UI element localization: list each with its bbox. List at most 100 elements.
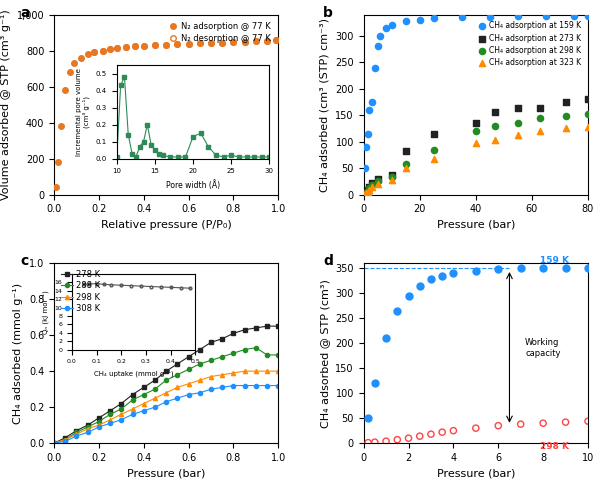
- Line: 308 K: 308 K: [52, 383, 280, 445]
- 288 K: [196, 361, 203, 367]
- Line: N₂ desorption @ 77 K: N₂ desorption @ 77 K: [92, 37, 279, 55]
- CH₄ adsorption at 159 K: [363, 130, 373, 138]
- 288 K: [129, 397, 136, 403]
- 278 K: [208, 339, 215, 345]
- 308 K: [241, 383, 248, 389]
- CH₄ adsorption at 323 K: [471, 139, 481, 147]
- 298 K: [50, 440, 58, 446]
- 288 K: [163, 377, 170, 383]
- Legend: 278 K, 288 K, 298 K, 308 K: 278 K, 288 K, 298 K, 308 K: [58, 267, 103, 316]
- 308 K: [253, 383, 260, 389]
- 298 K: [106, 417, 113, 423]
- 308 K: [174, 395, 181, 401]
- CH₄ adsorption at 273 K: [561, 98, 571, 106]
- 278 K: [185, 354, 192, 360]
- Line: 278 K: 278 K: [52, 324, 280, 445]
- Point: [583, 417, 593, 425]
- CH₄ adsorption at 159 K: [415, 16, 425, 24]
- Point: [561, 264, 571, 272]
- X-axis label: Pressure (bar): Pressure (bar): [437, 468, 515, 478]
- 298 K: [73, 431, 80, 437]
- Text: 298 K: 298 K: [540, 442, 569, 451]
- N₂ desorption @ 77 K: [174, 41, 181, 47]
- CH₄ adsorption at 298 K: [401, 161, 410, 169]
- CH₄ adsorption at 298 K: [362, 188, 371, 196]
- N₂ adsorption @ 77 K: [53, 184, 60, 189]
- N₂ desorption @ 77 K: [122, 44, 130, 50]
- 298 K: [230, 370, 237, 376]
- N₂ desorption @ 77 K: [230, 39, 237, 45]
- 278 K: [241, 327, 248, 333]
- CH₄ adsorption at 323 K: [363, 188, 373, 196]
- CH₄ adsorption at 323 K: [536, 127, 545, 135]
- Text: c: c: [20, 254, 29, 268]
- N₂ desorption @ 77 K: [241, 38, 248, 44]
- CH₄ adsorption at 159 K: [381, 24, 391, 32]
- N₂ desorption @ 77 K: [196, 40, 203, 46]
- 278 K: [95, 415, 103, 421]
- 298 K: [208, 374, 215, 379]
- CH₄ adsorption at 323 K: [367, 183, 377, 190]
- CH₄ adsorption at 159 K: [583, 12, 593, 20]
- Text: 159 K: 159 K: [540, 256, 569, 264]
- CH₄ adsorption at 159 K: [457, 13, 467, 21]
- Y-axis label: CH₄ adsorbed (cm³ (STP) cm⁻³): CH₄ adsorbed (cm³ (STP) cm⁻³): [320, 18, 330, 192]
- Y-axis label: CH₄ adsorbed @ STP (cm³): CH₄ adsorbed @ STP (cm³): [320, 279, 330, 428]
- Point: [370, 379, 380, 387]
- N₂ adsorption @ 77 K: [241, 38, 248, 44]
- 308 K: [73, 433, 80, 439]
- Point: [370, 438, 380, 446]
- CH₄ adsorption at 323 K: [583, 123, 593, 131]
- Point: [426, 431, 436, 438]
- CH₄ adsorption at 273 K: [362, 188, 371, 196]
- CH₄ adsorption at 298 K: [561, 112, 571, 120]
- Point: [426, 275, 436, 283]
- 278 K: [73, 428, 80, 433]
- N₂ adsorption @ 77 K: [230, 39, 237, 45]
- N₂ adsorption @ 77 K: [131, 43, 139, 49]
- N₂ adsorption @ 77 K: [122, 44, 130, 50]
- CH₄ adsorption at 159 K: [387, 21, 397, 29]
- N₂ adsorption @ 77 K: [71, 60, 78, 66]
- 288 K: [95, 419, 103, 425]
- 298 K: [129, 406, 136, 412]
- N₂ desorption @ 77 K: [113, 45, 121, 51]
- N₂ desorption @ 77 K: [263, 38, 271, 44]
- CH₄ adsorption at 159 K: [541, 12, 551, 20]
- N₂ adsorption @ 77 K: [185, 41, 192, 47]
- 308 K: [275, 383, 282, 389]
- Point: [449, 269, 458, 277]
- CH₄ adsorption at 159 K: [373, 42, 382, 50]
- 308 K: [230, 383, 237, 389]
- Point: [437, 272, 447, 280]
- CH₄ adsorption at 323 K: [561, 125, 571, 132]
- CH₄ adsorption at 159 K: [367, 98, 377, 106]
- CH₄ adsorption at 273 K: [367, 179, 377, 187]
- Point: [449, 427, 458, 434]
- Point: [364, 414, 373, 422]
- 288 K: [185, 366, 192, 372]
- 308 K: [106, 420, 113, 426]
- 298 K: [196, 377, 203, 383]
- 308 K: [95, 424, 103, 430]
- Y-axis label: Volume adsorbed @ STP (cm³ g⁻¹): Volume adsorbed @ STP (cm³ g⁻¹): [1, 9, 11, 200]
- Text: a: a: [20, 6, 30, 19]
- N₂ desorption @ 77 K: [253, 38, 260, 44]
- 288 K: [208, 357, 215, 363]
- CH₄ adsorption at 273 K: [401, 148, 410, 155]
- 298 K: [174, 384, 181, 390]
- Line: N₂ adsorption @ 77 K: N₂ adsorption @ 77 K: [53, 37, 279, 189]
- CH₄ adsorption at 273 K: [429, 130, 439, 138]
- CH₄ adsorption at 273 K: [387, 170, 397, 178]
- N₂ desorption @ 77 K: [106, 46, 113, 52]
- N₂ desorption @ 77 K: [91, 50, 98, 56]
- 288 K: [140, 392, 148, 397]
- 288 K: [50, 440, 58, 446]
- CH₄ adsorption at 323 K: [373, 180, 382, 188]
- 298 K: [185, 381, 192, 387]
- 278 K: [62, 435, 69, 441]
- 308 K: [50, 440, 58, 446]
- N₂ adsorption @ 77 K: [272, 37, 280, 43]
- Text: Working
capacity: Working capacity: [525, 338, 560, 358]
- N₂ adsorption @ 77 K: [77, 55, 85, 61]
